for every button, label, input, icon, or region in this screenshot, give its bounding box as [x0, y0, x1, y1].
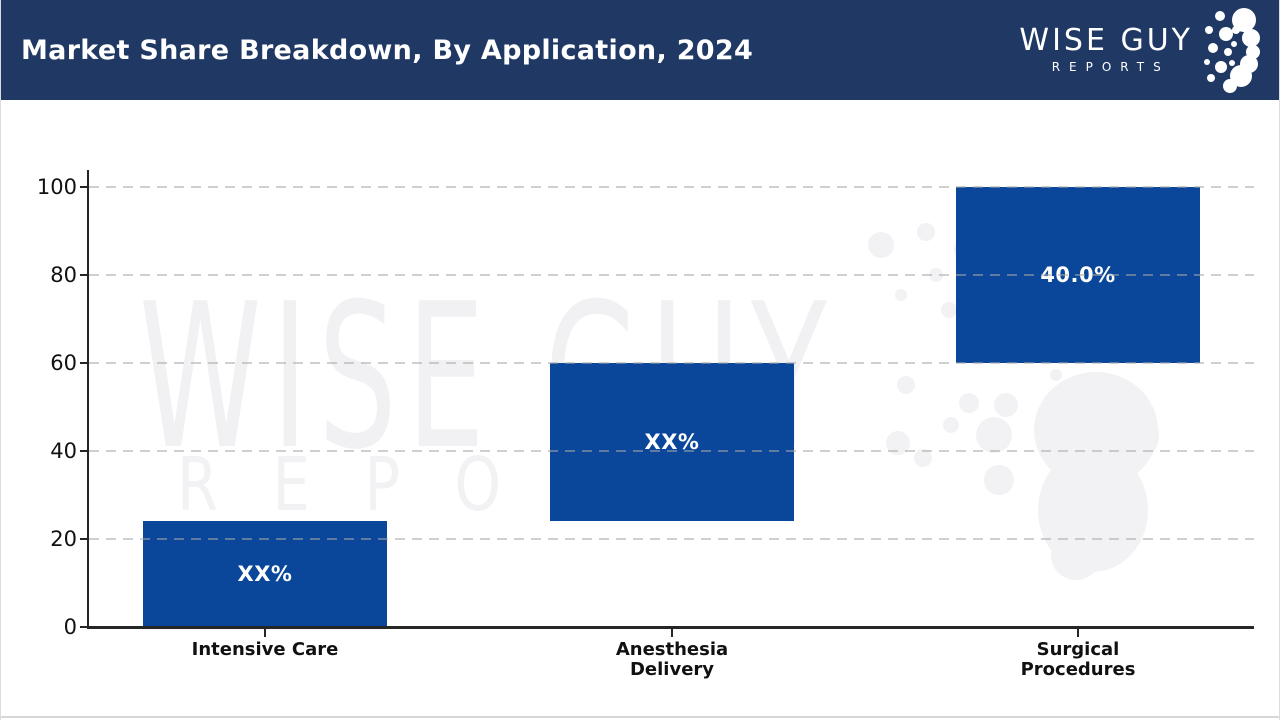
- y-axis-line: [87, 170, 89, 627]
- x-axis-line: [87, 626, 1254, 629]
- x-tick-mark: [264, 629, 266, 637]
- logo-subtitle: REPORTS: [1051, 60, 1170, 74]
- logo-wordmark: WISE GUY: [1019, 23, 1193, 58]
- y-tick-label: 0: [63, 615, 77, 639]
- y-tick-mark: [80, 626, 89, 628]
- bottom-divider: [1, 716, 1279, 718]
- y-tick-mark: [80, 362, 89, 364]
- gridline-60: [89, 362, 1254, 364]
- y-tick-label: 60: [50, 351, 77, 375]
- y-tick-label: 40: [50, 439, 77, 463]
- wiseguy-logo-face-icon: [1204, 8, 1260, 93]
- y-tick-label: 100: [36, 175, 77, 199]
- chart-title: Market Share Breakdown, By Application, …: [21, 34, 754, 66]
- header-bar: Market Share Breakdown, By Application, …: [1, 0, 1279, 100]
- y-tick-mark: [80, 274, 89, 276]
- wiseguy-logo-text: WISE GUY REPORTS: [1019, 23, 1193, 75]
- bar-anesthesia-delivery: XX%: [550, 363, 794, 522]
- bar-value-label: XX%: [237, 562, 293, 587]
- gridline-100: [89, 186, 1254, 188]
- x-category-label-2: Anesthesia Delivery: [615, 639, 729, 680]
- gridline-20: [89, 538, 1254, 540]
- y-tick-label: 20: [50, 527, 77, 551]
- wiseguy-logo: WISE GUY REPORTS: [1019, 6, 1263, 94]
- x-category-label-1: Intensive Care: [191, 639, 339, 660]
- y-tick-mark: [80, 538, 89, 540]
- y-tick-label: 80: [50, 263, 77, 287]
- x-tick-mark: [671, 629, 673, 637]
- x-category-label-3: Surgical Procedures: [1020, 639, 1136, 680]
- y-tick-mark: [80, 186, 89, 188]
- gridline-80: [89, 274, 1254, 276]
- gridline-40: [89, 450, 1254, 452]
- x-tick-mark: [1077, 629, 1079, 637]
- y-tick-mark: [80, 450, 89, 452]
